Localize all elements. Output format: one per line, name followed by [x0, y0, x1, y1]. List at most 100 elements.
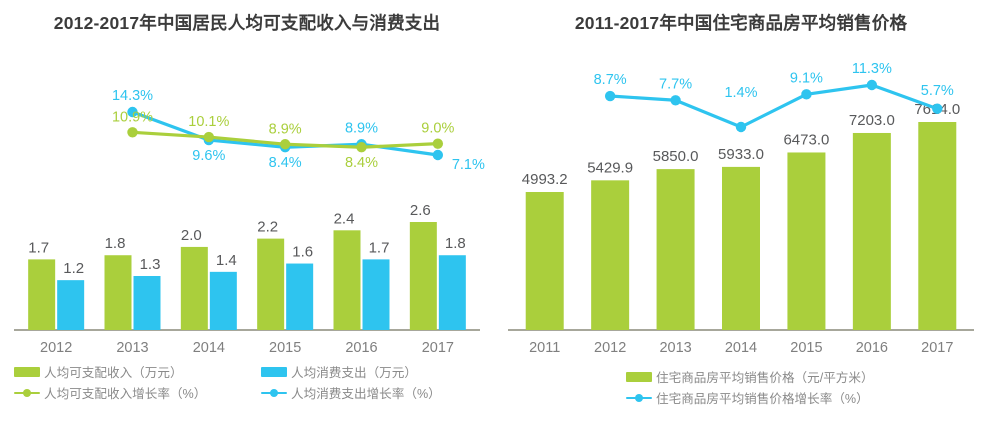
- x-axis-tick-label: 2013: [659, 340, 691, 356]
- legend-swatch-expend-bar: [261, 366, 287, 377]
- income-growth-point[interactable]: [279, 139, 291, 150]
- left-chart-plot: 1.7 1.2 2012 1.8 1.3 2013 2.0 1.4 2014 2.2 1.6 2015…: [14, 88, 485, 356]
- growth-label-income: 8.4%: [345, 155, 378, 171]
- bar-avg-price[interactable]: [787, 152, 826, 330]
- growth-label-price: 7.7%: [659, 76, 692, 92]
- bar-income[interactable]: [180, 246, 208, 330]
- bar-label-expenditure: 1.7: [369, 239, 390, 256]
- bar-label-avg-price: 5850.0: [653, 148, 699, 165]
- right-chart-panel: 2011-2017年中国住宅商品房平均销售价格 4993.2 2011 5429.9…: [494, 0, 988, 426]
- legend-item-income-line[interactable]: 人均可支配收入增长率（%）: [0, 382, 247, 403]
- bar-label-income: 2.6: [410, 202, 431, 219]
- income-growth-point[interactable]: [356, 142, 367, 153]
- price-growth-point[interactable]: [604, 90, 616, 102]
- bar-label-expenditure: 1.8: [445, 235, 466, 252]
- growth-label-income: 10.9%: [112, 109, 153, 125]
- growth-label-price: 11.3%: [852, 61, 892, 77]
- right-chart-title: 2011-2017年中国住宅商品房平均销售价格: [574, 13, 908, 33]
- bar-avg-price[interactable]: [525, 192, 564, 330]
- expenditure-growth-point[interactable]: [432, 149, 444, 161]
- legend-label-price-line: 住宅商品房平均销售价格增长率（%）: [656, 392, 869, 406]
- x-axis-tick-label: 2017: [422, 340, 454, 356]
- growth-label-expenditure: 7.1%: [452, 157, 485, 173]
- left-chart-title: 2012-2017年中国居民人均可支配收入与消费支出: [53, 13, 441, 33]
- x-axis-tick-label: 2013: [116, 340, 148, 356]
- legend-item-price-bar[interactable]: 住宅商品房平均销售价格（元/平方米）: [494, 366, 988, 387]
- bar-avg-price[interactable]: [722, 166, 760, 330]
- growth-label-price: 1.4%: [724, 85, 757, 101]
- bar-expenditure[interactable]: [57, 280, 85, 330]
- bar-expenditure[interactable]: [209, 271, 237, 330]
- legend-item-expend-bar[interactable]: 人均消费支出（万元）: [247, 361, 494, 382]
- bar-label-income: 2.4: [334, 210, 355, 227]
- legend-item-income-bar[interactable]: 人均可支配收入（万元）: [0, 361, 247, 382]
- bar-expenditure[interactable]: [133, 276, 161, 330]
- price-growth-point[interactable]: [735, 121, 747, 133]
- x-axis-tick-label: 2016: [856, 340, 888, 356]
- bar-avg-price[interactable]: [656, 169, 695, 330]
- bar-expenditure[interactable]: [362, 259, 390, 330]
- legend-label-expend-bar: 人均消费支出（万元）: [291, 366, 417, 380]
- bar-expenditure[interactable]: [286, 263, 314, 330]
- growth-label-income: 10.1%: [188, 114, 229, 130]
- x-axis-tick-label: 2014: [725, 340, 757, 356]
- bar-income[interactable]: [28, 259, 56, 330]
- legend-label-income-bar: 人均可支配收入（万元）: [44, 366, 183, 380]
- legend-swatch-income-line: [14, 388, 40, 398]
- x-axis-tick-label: 2014: [193, 340, 225, 356]
- left-chart-legend: 人均可支配收入（万元） 人均可支配收入增长率（%） 人均消费支出（万元） 人均消…: [0, 361, 494, 403]
- price-growth-point[interactable]: [670, 95, 681, 106]
- left-chart-panel: 2012-2017年中国居民人均可支配收入与消费支出 1.7 1.2 2012 1.8…: [0, 13, 494, 403]
- legend-item-price-line[interactable]: 住宅商品房平均销售价格增长率（%）: [494, 387, 988, 408]
- x-axis-tick-label: 2011: [529, 340, 560, 356]
- right-chart-plot: 4993.2 2011 5429.9 2012 5850.0 2013 5933.0 2014…: [494, 0, 988, 426]
- expenditure-growth-point[interactable]: [127, 106, 138, 118]
- growth-label-expenditure: 9.6%: [192, 148, 225, 164]
- legend-swatch-income-bar: [14, 366, 40, 377]
- bar-expenditure[interactable]: [438, 255, 466, 330]
- legend-swatch-price-line: [626, 393, 652, 403]
- bar-label-avg-price: 4993.2: [522, 171, 568, 188]
- growth-label-price: 5.7%: [921, 83, 954, 99]
- legend-label-income-line: 人均可支配收入增长率（%）: [44, 387, 207, 401]
- bar-income[interactable]: [257, 238, 285, 330]
- income-growth-point[interactable]: [127, 127, 138, 138]
- growth-label-price: 8.7%: [594, 72, 627, 88]
- x-axis-tick-label: 2016: [345, 340, 377, 356]
- bar-label-expenditure: 1.4: [216, 252, 237, 269]
- growth-label-expenditure: 14.3%: [112, 88, 153, 104]
- price-growth-point[interactable]: [801, 89, 812, 100]
- x-axis-tick-label: 2017: [921, 340, 953, 356]
- x-axis-tick-label: 2012: [40, 340, 72, 356]
- bar-avg-price[interactable]: [591, 180, 630, 330]
- legend-swatch-expend-line: [261, 388, 287, 398]
- bar-label-income: 1.7: [28, 239, 49, 256]
- bar-avg-price[interactable]: [852, 132, 891, 330]
- growth-label-income: 8.9%: [269, 121, 302, 137]
- income-growth-point[interactable]: [203, 131, 215, 143]
- price-growth-point[interactable]: [866, 79, 878, 91]
- bar-income[interactable]: [104, 255, 132, 330]
- income-growth-point[interactable]: [432, 138, 444, 149]
- price-growth-point[interactable]: [932, 103, 943, 114]
- bar-income[interactable]: [333, 230, 361, 330]
- right-chart-legend: 住宅商品房平均销售价格（元/平方米） 住宅商品房平均销售价格增长率（%）: [494, 366, 988, 408]
- bar-label-income: 2.2: [257, 219, 278, 236]
- price-growth-line[interactable]: [608, 83, 939, 129]
- legend-swatch-price-bar: [626, 371, 652, 382]
- bar-label-avg-price: 5429.9: [587, 159, 633, 176]
- growth-label-income: 9.0%: [421, 121, 454, 137]
- legend-item-expend-line[interactable]: 人均消费支出增长率（%）: [247, 382, 494, 403]
- bar-label-expenditure: 1.2: [63, 260, 84, 277]
- legend-label-price-bar: 住宅商品房平均销售价格（元/平方米）: [656, 371, 874, 385]
- bar-avg-price[interactable]: [918, 122, 957, 330]
- bar-label-expenditure: 1.3: [140, 256, 161, 273]
- x-axis-tick-label: 2015: [269, 340, 301, 356]
- bar-label-avg-price: 7203.0: [849, 112, 895, 129]
- bar-label-expenditure: 1.6: [292, 244, 313, 261]
- bar-label-avg-price: 5933.0: [718, 146, 764, 163]
- bar-income[interactable]: [409, 222, 437, 330]
- bar-label-avg-price: 6473.0: [783, 131, 829, 148]
- growth-label-expenditure: 8.4%: [269, 155, 302, 171]
